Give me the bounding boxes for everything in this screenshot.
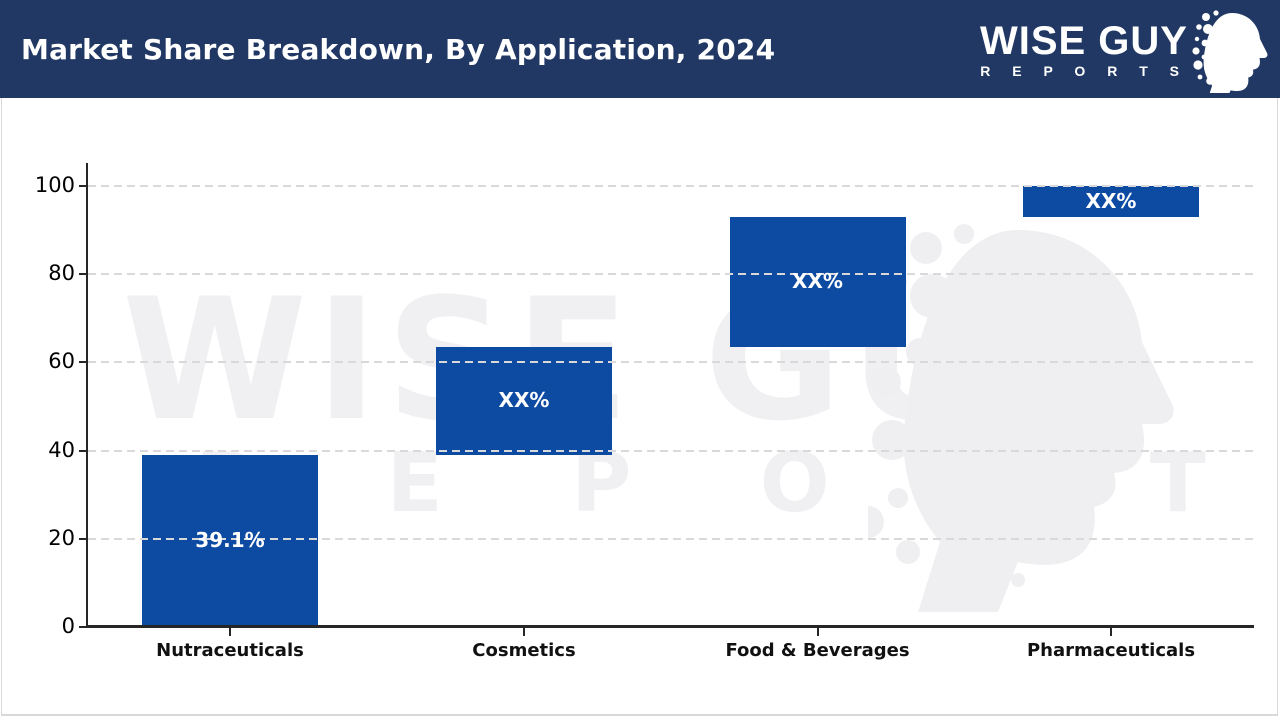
x-tick-mark <box>229 628 231 636</box>
y-tick-label: 80 <box>48 261 75 286</box>
gridline-40 <box>88 449 1256 452</box>
x-tick-mark <box>1110 628 1112 636</box>
chart-title: Market Share Breakdown, By Application, … <box>21 32 776 66</box>
x-axis-line <box>86 625 1254 628</box>
bar-food-beverages <box>729 217 906 347</box>
y-tick-label: 40 <box>48 437 75 462</box>
gridline-100 <box>88 185 1256 187</box>
logo-reports-label: R E P O R T S <box>980 63 1188 79</box>
gridline-80 <box>88 273 1256 276</box>
x-category-label: Cosmetics <box>472 640 576 661</box>
y-tick-label: 20 <box>48 525 75 550</box>
gridline-20 <box>88 537 1256 540</box>
y-tick-label: 60 <box>48 349 75 374</box>
watermark-face-logo <box>868 224 1174 612</box>
bar-nutraceuticals <box>142 454 318 627</box>
bar-value-label: XX% <box>498 387 550 412</box>
y-tick-label: 100 <box>34 173 75 197</box>
y-tick-label: 0 <box>61 614 75 638</box>
logo-text: WISE GUY R E P O R T S <box>974 21 1188 79</box>
y-tick-mark <box>79 626 87 628</box>
gridline-60 <box>88 361 1256 364</box>
y-axis-line <box>86 163 88 628</box>
x-category-label: Nutraceuticals <box>156 640 304 661</box>
y-tick-mark <box>79 361 87 364</box>
wise-guy-logo: WISE GUY R E P O R T S <box>974 6 1268 94</box>
y-tick-mark <box>79 273 87 276</box>
x-category-label: Pharmaceuticals <box>1026 640 1196 661</box>
x-tick-mark <box>523 628 525 636</box>
bar-pharmaceuticals <box>1023 186 1199 218</box>
y-tick-mark <box>79 449 87 452</box>
x-category-label: Food & Beverages <box>725 640 910 661</box>
bar-value-label: XX% <box>1085 188 1137 213</box>
x-tick-mark <box>816 628 819 636</box>
bar-cosmetics <box>436 346 612 455</box>
y-tick-mark <box>79 185 87 187</box>
logo-wiseguy-label: WISE GUY <box>979 19 1188 63</box>
logo-face-icon <box>1192 10 1268 93</box>
header-bar: Market Share Breakdown, By Application, … <box>0 0 1280 98</box>
bar-value-label: XX% <box>792 268 843 293</box>
bar-value-label: 39.1% <box>195 527 265 552</box>
y-tick-mark <box>79 537 87 540</box>
